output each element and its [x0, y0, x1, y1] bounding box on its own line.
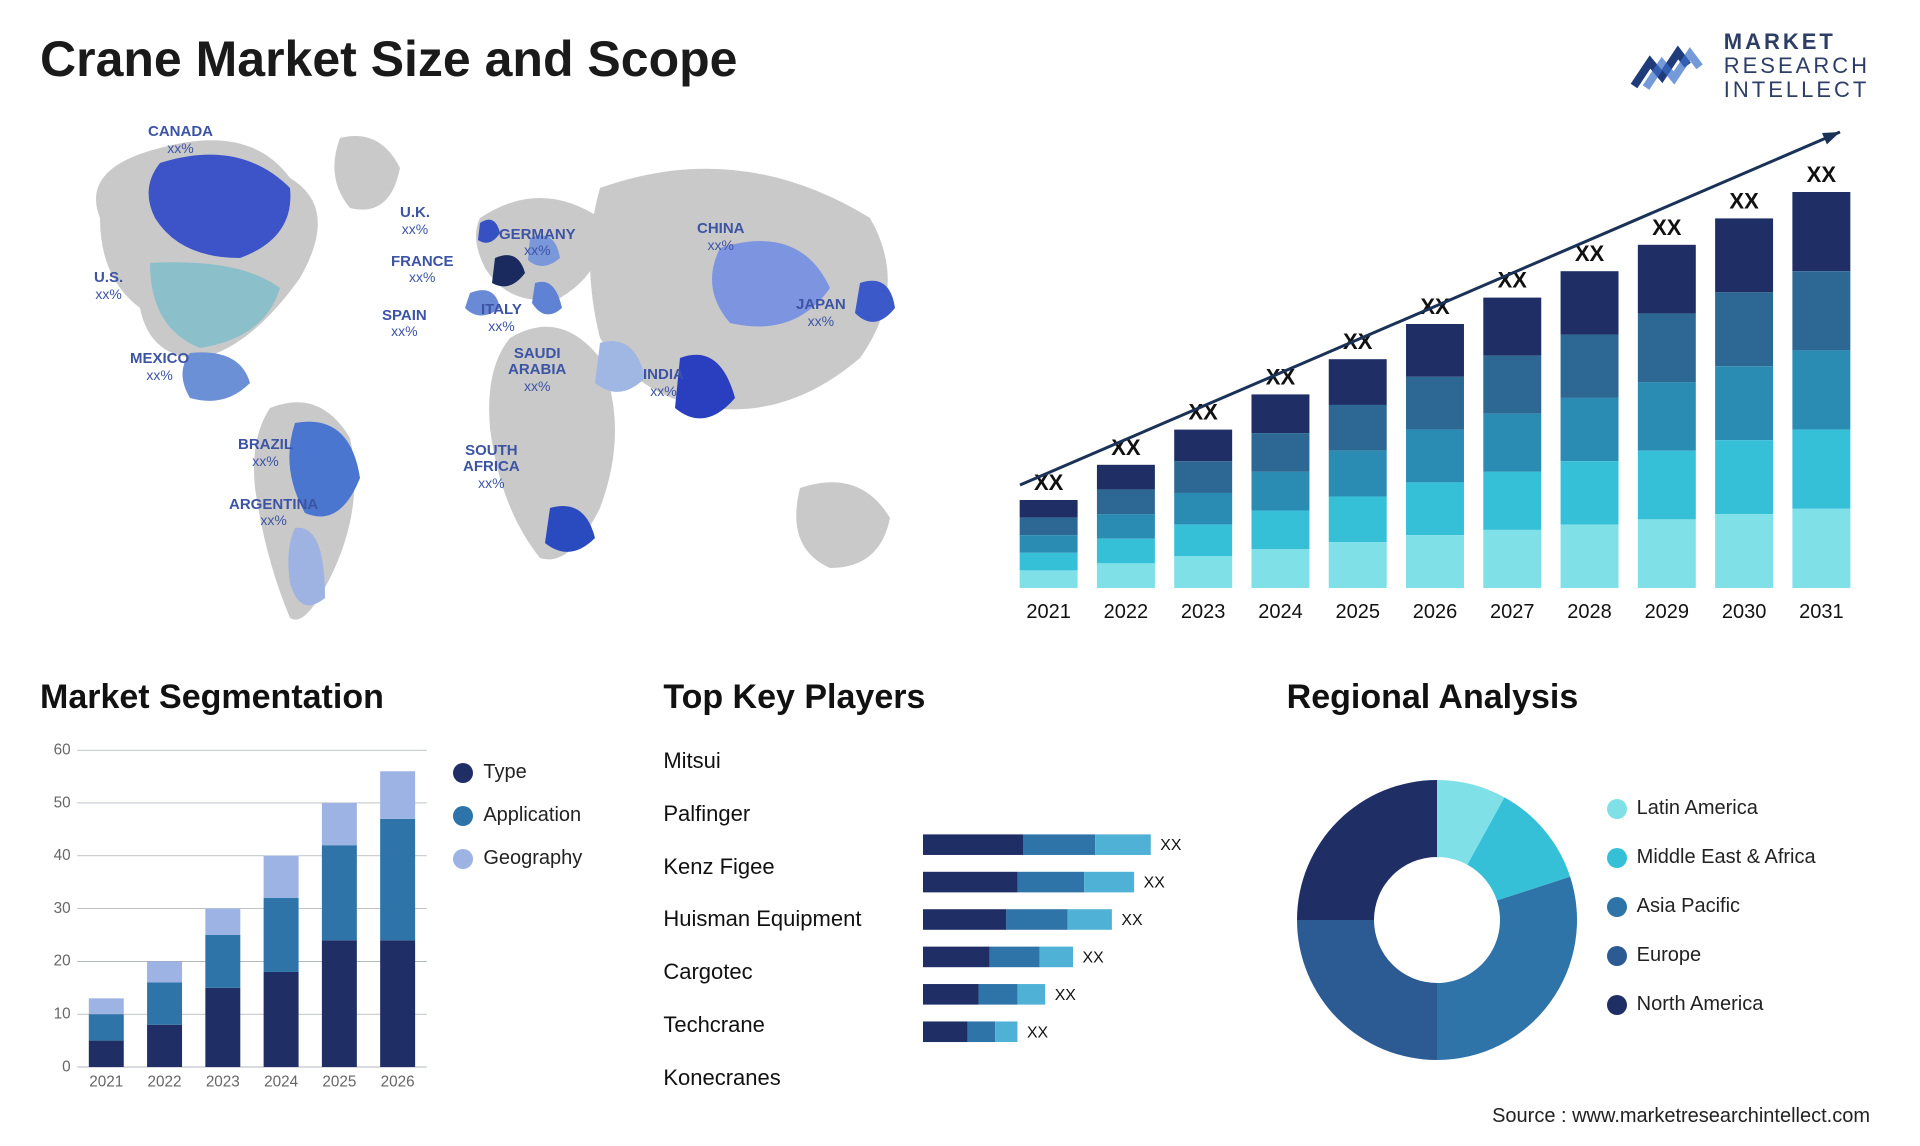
legend-item: Geography: [453, 847, 633, 870]
legend-item: North America: [1607, 993, 1880, 1016]
svg-text:2023: 2023: [1181, 601, 1226, 623]
svg-text:2024: 2024: [264, 1074, 298, 1091]
svg-text:XX: XX: [1652, 215, 1682, 240]
player-name: Huisman Equipment: [663, 906, 913, 932]
legend-item: Europe: [1607, 944, 1880, 967]
map-label: CHINAxx%: [697, 221, 745, 253]
map-label: U.K.xx%: [400, 205, 430, 237]
player-name: Techcrane: [663, 1012, 913, 1038]
map-label: ITALYxx%: [481, 302, 522, 334]
svg-text:XX: XX: [1161, 837, 1183, 854]
svg-text:XX: XX: [1055, 987, 1077, 1004]
svg-text:XX: XX: [1122, 912, 1144, 929]
segmentation-legend: Type Application Geography: [453, 731, 633, 1108]
svg-text:2025: 2025: [322, 1074, 356, 1091]
map-label: JAPANxx%: [796, 297, 846, 329]
logo-line1: MARKET: [1724, 30, 1870, 54]
players-panel: Top Key Players Mitsui Palfinger Kenz Fige…: [663, 678, 1256, 1108]
svg-text:XX: XX: [1027, 1024, 1049, 1041]
svg-text:2021: 2021: [1026, 601, 1071, 623]
svg-text:2027: 2027: [1490, 601, 1535, 623]
segmentation-panel: Market Segmentation 0 10 20 30 40 50 60 2021 202…: [40, 678, 633, 1108]
logo-line3: INTELLECT: [1724, 78, 1870, 102]
player-name: Kenz Figee: [663, 854, 913, 880]
regional-panel: Regional Analysis Latin America Middle Ea…: [1287, 678, 1880, 1108]
players-names: Mitsui Palfinger Kenz Figee Huisman Equipme…: [663, 731, 913, 1108]
legend-item: Middle East & Africa: [1607, 846, 1880, 869]
legend-item: Latin America: [1607, 797, 1880, 820]
legend-item: Type: [453, 761, 633, 784]
svg-text:XX: XX: [1343, 329, 1373, 354]
svg-text:XX: XX: [1807, 162, 1837, 187]
svg-text:2021: 2021: [89, 1074, 123, 1091]
svg-text:2022: 2022: [148, 1074, 182, 1091]
map-label: ARGENTINAxx%: [229, 497, 318, 529]
map-label: SOUTHAFRICAxx%: [463, 443, 520, 491]
svg-text:50: 50: [54, 794, 71, 811]
svg-text:XX: XX: [1144, 875, 1166, 892]
legend-item: Asia Pacific: [1607, 895, 1880, 918]
map-label: MEXICOxx%: [130, 351, 189, 383]
svg-text:60: 60: [54, 742, 71, 759]
svg-text:40: 40: [54, 847, 71, 864]
logo-line2: RESEARCH: [1724, 54, 1870, 78]
players-bars: XX XX XX XX XX XX: [923, 731, 1256, 1108]
world-map: CANADAxx% U.S.xx% MEXICOxx% BRAZILxx% ARGENT…: [40, 108, 940, 648]
players-title: Top Key Players: [663, 678, 1256, 717]
svg-text:2025: 2025: [1335, 601, 1380, 623]
brand-logo: MARKET RESEARCH INTELLECT: [1630, 30, 1870, 103]
svg-text:2023: 2023: [206, 1074, 240, 1091]
svg-text:30: 30: [54, 900, 71, 917]
player-name: Palfinger: [663, 801, 913, 827]
regional-donut: [1287, 770, 1587, 1070]
svg-text:XX: XX: [1083, 949, 1105, 966]
svg-text:0: 0: [62, 1058, 71, 1075]
page-title: Crane Market Size and Scope: [40, 30, 1880, 88]
legend-item: Application: [453, 804, 633, 827]
map-label: FRANCExx%: [391, 254, 454, 286]
svg-text:2026: 2026: [381, 1074, 415, 1091]
svg-text:2031: 2031: [1799, 601, 1844, 623]
svg-text:2029: 2029: [1645, 601, 1690, 623]
svg-text:2024: 2024: [1258, 601, 1303, 623]
svg-text:XX: XX: [1729, 188, 1759, 213]
source-label: Source : www.marketresearchintellect.com: [1492, 1105, 1870, 1128]
svg-text:XX: XX: [1498, 268, 1528, 293]
regional-legend: Latin America Middle East & Africa Asia Pa…: [1607, 797, 1880, 1042]
logo-icon: [1630, 38, 1710, 94]
map-label: U.S.xx%: [94, 270, 123, 302]
map-label: SAUDIARABIAxx%: [508, 346, 566, 394]
player-name: Mitsui: [663, 748, 913, 774]
segmentation-title: Market Segmentation: [40, 678, 633, 717]
player-name: Konecranes: [663, 1065, 913, 1091]
svg-text:20: 20: [54, 953, 71, 970]
svg-text:2022: 2022: [1104, 601, 1149, 623]
regional-title: Regional Analysis: [1287, 678, 1880, 717]
segmentation-chart: 0 10 20 30 40 50 60 2021 2022 2023 2024 2025 2026: [40, 731, 433, 1108]
player-name: Cargotec: [663, 959, 913, 985]
svg-text:10: 10: [54, 1006, 71, 1023]
svg-text:2026: 2026: [1413, 601, 1458, 623]
svg-text:2030: 2030: [1722, 601, 1767, 623]
map-label: GERMANYxx%: [499, 227, 576, 259]
growth-chart: XX2021XX2022XX2023XX2024XX2025XX2026XX20…: [980, 108, 1880, 648]
map-label: BRAZILxx%: [238, 437, 293, 469]
svg-text:2028: 2028: [1567, 601, 1612, 623]
map-label: CANADAxx%: [148, 124, 213, 156]
map-label: SPAINxx%: [382, 308, 427, 340]
map-label: INDIAxx%: [643, 367, 684, 399]
